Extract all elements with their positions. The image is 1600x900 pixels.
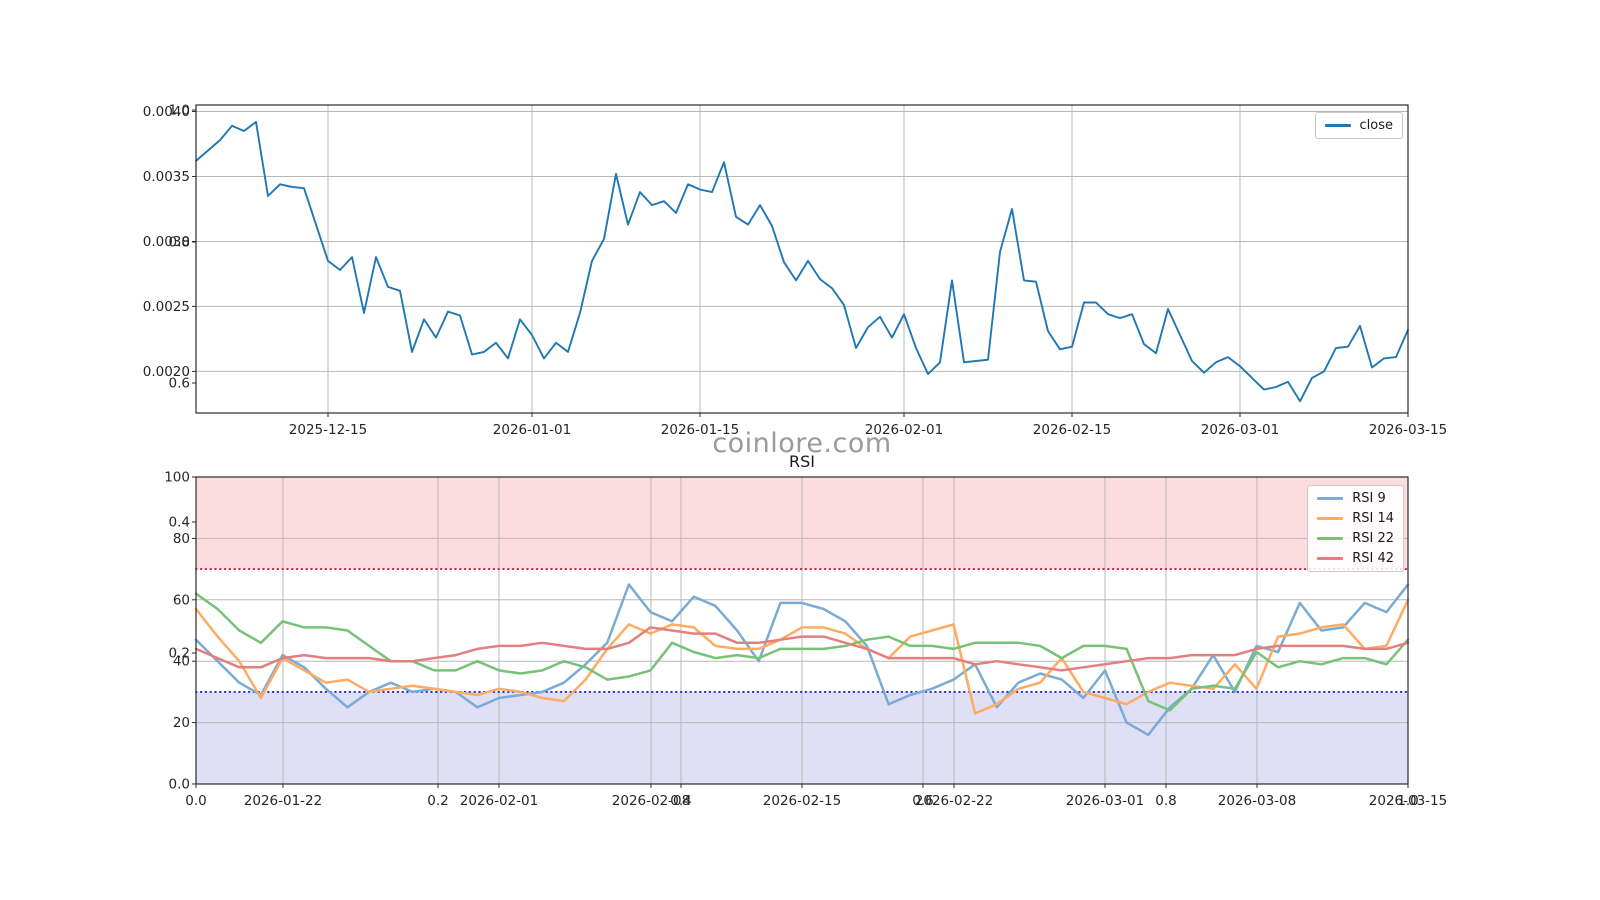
price-y-tick-label: 0.0030 [143,234,190,250]
legend-line-swatch [1317,497,1344,500]
close-line [195,120,1409,403]
rsi-x-tick-label: 2026-02-08 [612,793,690,809]
legend-line-swatch [1324,124,1351,127]
rsi-x-tick-label: 2026-02-15 [763,793,841,809]
rsi-y-tick-label: 60 [173,592,190,608]
rsi-y-tick-label: 20 [173,715,190,731]
price-twin-y-tick-label: 1.0 [169,103,190,119]
legend-line-swatch [1317,517,1344,520]
rsi-y-tick-label: 40 [173,654,190,670]
price-x-tick-label: 2026-01-01 [493,422,571,438]
rsi-twin-x-tick-label: 0.6 [912,793,933,809]
price-x-tick-label: 2026-01-15 [661,422,739,438]
price-x-tick-label: 2026-03-01 [1201,422,1279,438]
price-x-tick-label: 2026-03-15 [1369,422,1447,438]
legend-line-swatch [1317,557,1344,560]
price-y-tick-label: 0.0020 [143,364,190,380]
legend-label: RSI 42 [1352,551,1394,566]
price-x-tick-label: 2026-02-15 [1033,422,1111,438]
rsi-twin-x-tick-label: 1.0 [1397,793,1418,809]
legend-label: close [1359,118,1393,133]
watermark-text: coinlore.com [712,428,892,459]
price-twin-y-tick-label: 0.8 [169,235,190,251]
legend-entry-rsi-9: RSI 9 [1317,491,1394,506]
rsi-x-tick-label: 2026-02-01 [460,793,538,809]
rsi-42-line [194,626,1410,672]
price-y-tick-label: 0.0035 [143,169,190,185]
price-x-tick-label: 2026-02-01 [865,422,943,438]
rsi-x-tick-label: 2026-03-15 [1369,793,1447,809]
price-y-tick-label: 0.0025 [143,299,190,315]
rsi-9-line [194,583,1410,737]
price-axes-frame [195,104,1409,414]
legend-label: RSI 14 [1352,511,1394,526]
legend-entry-rsi-42: RSI 42 [1317,551,1394,566]
legend-entry-rsi-14: RSI 14 [1317,511,1394,526]
rsi-y-tick-label: 80 [173,531,190,547]
legend-entry-close: close [1324,118,1393,133]
rsi-x-tick-label: 2026-03-08 [1218,793,1296,809]
rsi-twin-y-tick-label: 0.4 [169,515,190,531]
rsi-panel-title: RSI [789,452,815,471]
legend-line-swatch [1317,537,1344,540]
rsi-legend: RSI 9 RSI 14 RSI 22 RSI 42 [1307,485,1404,572]
price-x-tick-label: 2025-12-15 [289,422,367,438]
legend-label: RSI 22 [1352,531,1394,546]
rsi-y-tick-label: 100 [164,470,190,486]
rsi-twin-x-tick-label: 0.8 [1155,793,1176,809]
rsi-x-tick-label: 2026-03-01 [1066,793,1144,809]
rsi-twin-x-tick-label: 0.4 [670,793,691,809]
rsi-twin-y-tick-label: 0.2 [169,646,190,662]
price-y-tick-label: 0.0040 [143,104,190,120]
legend-entry-rsi-22: RSI 22 [1317,531,1394,546]
rsi-twin-x-tick-label: 0.2 [427,793,448,809]
rsi-x-tick-label: 2026-02-22 [915,793,993,809]
price-legend: close [1314,112,1403,139]
price-twin-y-tick-label: 0.6 [169,376,190,392]
rsi-twin-y-tick-label: 0.0 [169,777,190,793]
rsi-twin-x-tick-label: 0.0 [185,793,206,809]
legend-label: RSI 9 [1352,491,1386,506]
rsi-x-tick-label: 2026-01-22 [244,793,322,809]
